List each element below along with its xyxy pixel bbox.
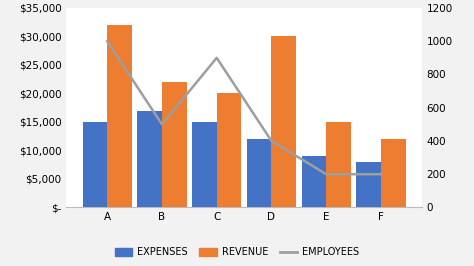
Bar — [301, 156, 326, 207]
EMPLOYEES — [104, 40, 110, 43]
EMPLOYEES — [323, 173, 329, 176]
EMPLOYEES — [269, 139, 274, 143]
EMPLOYEES — [159, 123, 165, 126]
EMPLOYEES — [214, 56, 219, 60]
EMPLOYEES — [378, 173, 384, 176]
Bar — [217, 93, 241, 207]
Bar — [326, 122, 351, 207]
Bar — [272, 36, 296, 207]
Bar — [137, 111, 162, 207]
Bar — [247, 139, 272, 207]
Bar — [82, 122, 107, 207]
Bar — [381, 139, 406, 207]
Bar — [192, 122, 217, 207]
Bar — [107, 25, 132, 207]
Legend: EXPENSES, REVENUE, EMPLOYEES: EXPENSES, REVENUE, EMPLOYEES — [111, 243, 363, 261]
Bar — [356, 162, 381, 207]
Line: EMPLOYEES: EMPLOYEES — [107, 41, 381, 174]
Bar — [162, 82, 187, 207]
